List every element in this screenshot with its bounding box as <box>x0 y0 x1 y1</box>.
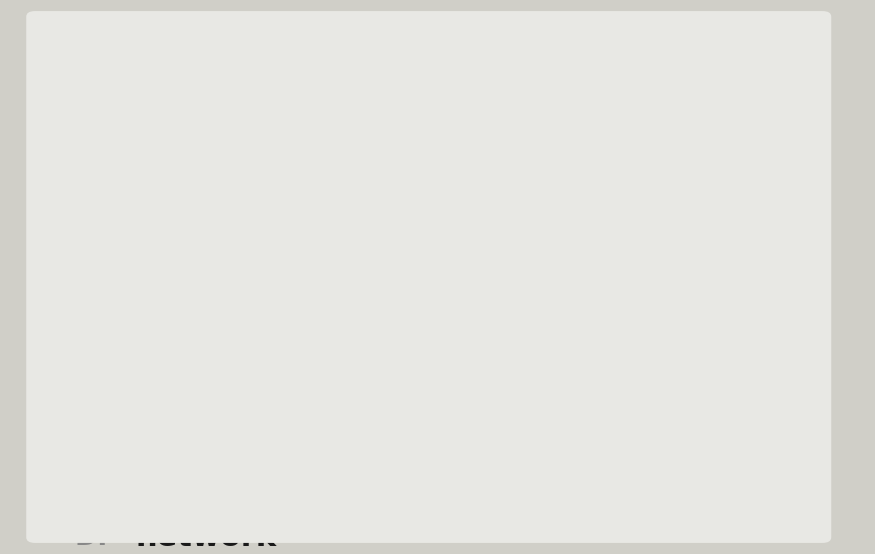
Text: metallic: metallic <box>136 462 273 491</box>
Text: as a solid and liquid.: as a solid and liquid. <box>74 270 383 295</box>
Text: A.: A. <box>74 341 107 368</box>
Text: D.: D. <box>74 524 108 551</box>
Text: molecular: molecular <box>136 401 305 430</box>
Text: network: network <box>136 523 276 552</box>
Text: Ionic: Ionic <box>136 340 218 369</box>
Text: form.  It has a melting point of about 185: form. It has a melting point of about 18… <box>129 131 746 157</box>
Text: What type of solid does sucrose ($\mathregular{C_{12}H_{22}O_{11}}$): What type of solid does sucrose ($\mathr… <box>111 57 764 87</box>
Text: B.: B. <box>74 402 106 429</box>
Text: °C.  It has poor electrical conductance both: °C. It has poor electrical conductance b… <box>116 203 760 229</box>
Text: C.: C. <box>74 463 105 490</box>
